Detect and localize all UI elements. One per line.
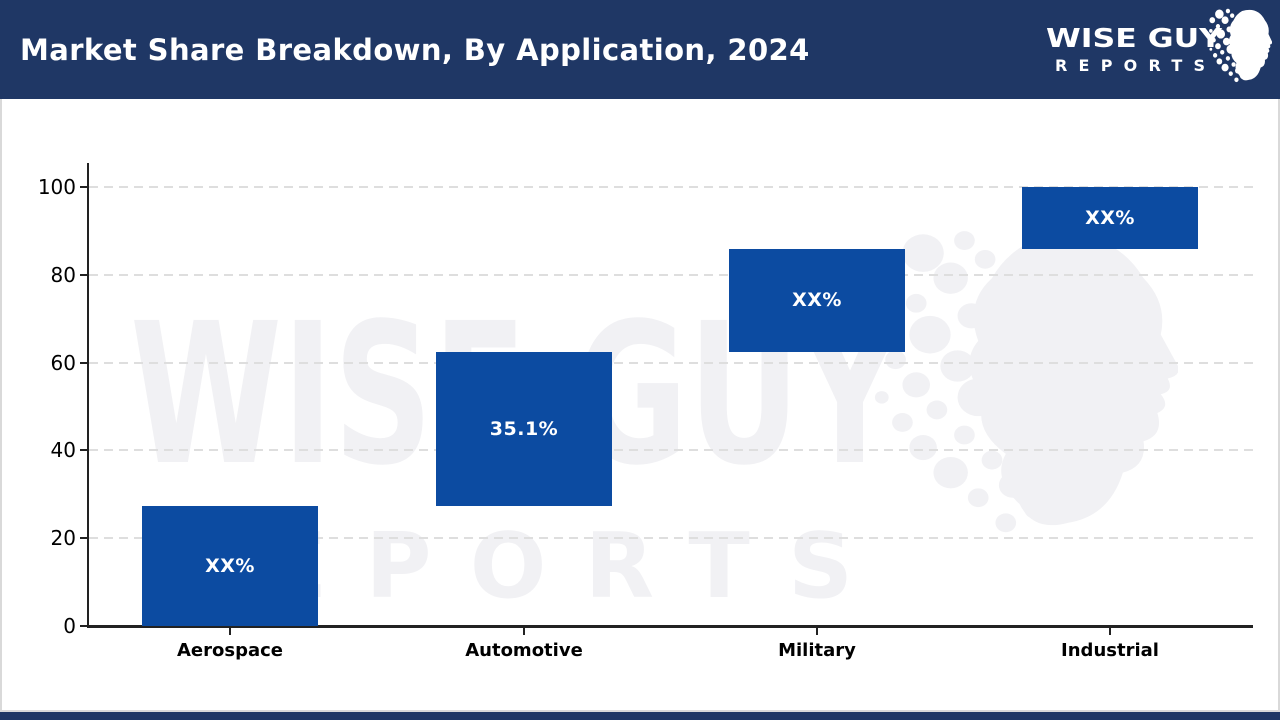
bar-automotive: 35.1% (436, 352, 612, 507)
y-tick-mark (80, 273, 88, 276)
y-tick-mark (80, 186, 88, 188)
bar-value-label: 35.1% (489, 418, 559, 441)
y-axis-spine (87, 163, 89, 628)
page-title: Market Share Breakdown, By Application, … (20, 32, 810, 67)
bar-industrial: XX% (1022, 187, 1198, 249)
footer-bar (0, 712, 1280, 720)
y-tick-label: 80 (50, 262, 76, 287)
x-tick-mark (1109, 628, 1111, 635)
logo-reports-text: REPORTS (1055, 56, 1205, 75)
bar-aerospace: XX% (142, 506, 318, 626)
logo-wordmark: WISE GUY (1046, 24, 1223, 54)
gridline (89, 186, 1256, 188)
wiseguy-head-icon (1209, 8, 1272, 83)
y-tick-mark (80, 361, 88, 364)
x-tick-label: Industrial (1061, 640, 1159, 661)
y-tick-label: 40 (50, 438, 76, 463)
x-tick-label: Aerospace (176, 640, 283, 661)
y-tick-label: 100 (37, 175, 76, 199)
y-tick-label: 20 (50, 526, 76, 551)
bar-value-label: XX% (1085, 206, 1135, 229)
x-tick-label: Automotive (465, 640, 583, 661)
y-tick-label: 60 (50, 350, 76, 375)
y-tick-label: 0 (63, 614, 76, 638)
bar-military: XX% (729, 248, 905, 353)
gridline (89, 449, 1256, 452)
gridline (89, 361, 1256, 364)
x-tick-mark (229, 628, 231, 635)
x-tick-label: Military (778, 640, 856, 661)
x-tick-mark (523, 628, 525, 635)
gridline (89, 273, 1256, 276)
y-tick-mark (80, 449, 88, 452)
y-tick-mark (80, 625, 88, 627)
bar-value-label: XX% (205, 555, 255, 578)
header-bar: Market Share Breakdown, By Application, … (0, 0, 1280, 99)
x-axis-spine (87, 625, 1253, 628)
x-tick-mark (816, 628, 818, 635)
gridline (89, 537, 1256, 540)
y-tick-mark (80, 537, 88, 540)
bar-value-label: XX% (792, 289, 842, 312)
wiseguy-logo: WISE GUY REPORTS (1046, 8, 1272, 83)
